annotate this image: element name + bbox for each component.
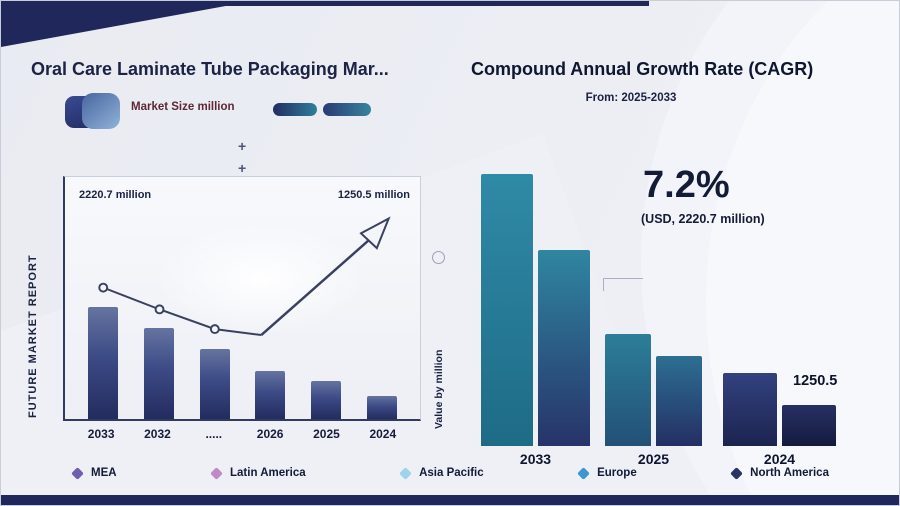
- gradient-pill-icon: [273, 103, 317, 116]
- x-axis-label: 2025: [313, 427, 340, 441]
- market-size-icon-front: [82, 93, 120, 129]
- legend-item: Asia Pacific: [399, 466, 484, 480]
- x-axis-label: 2032: [144, 427, 171, 441]
- left-chart-title: Oral Care Laminate Tube Packaging Mar...: [31, 59, 389, 79]
- legend-label: Europe: [597, 467, 637, 479]
- bottom-accent-bar: [1, 495, 899, 505]
- cagr-bar: [723, 373, 777, 446]
- value-label-2024: 1250.5: [793, 373, 838, 389]
- annotation-2024-value: 1250.5 million: [337, 189, 410, 201]
- left-bars: [65, 307, 420, 419]
- cagr-bar: [605, 334, 651, 446]
- cagr-bar-group: 2033: [481, 168, 590, 467]
- market-size-bar: [199, 349, 230, 419]
- legend-label: North America: [750, 467, 829, 479]
- legend-diamond-icon: [577, 466, 590, 480]
- market-size-chart: 2220.7 million 1250.5 million: [63, 176, 421, 421]
- cagr-bar: [538, 250, 590, 446]
- x-axis-label: 2025: [637, 451, 670, 467]
- legend-diamond-icon: [730, 466, 744, 480]
- cagr-bar: [481, 174, 533, 446]
- cagr-bar: [782, 405, 836, 446]
- annotation-2033-value: 2220.7 million: [79, 189, 152, 201]
- x-axis-label: 2026: [256, 427, 284, 441]
- legend-item: Europe: [577, 466, 637, 480]
- left-x-labels: 2033 2032..... 2026 2025 2024: [63, 427, 421, 441]
- top-accent-bar: [1, 1, 649, 6]
- legend-item: North America: [730, 466, 829, 480]
- market-size-bar: [367, 396, 398, 419]
- cagr-usd-note: (USD, 2220.7 million): [641, 212, 765, 226]
- top-left-wedge: [1, 1, 253, 47]
- step-decoration: [603, 278, 643, 291]
- legend-item: Latin America: [210, 466, 306, 480]
- plus-decoration: +: [238, 138, 247, 154]
- cagr-bar-group: 2024: [723, 168, 836, 467]
- market-size-icon: [65, 93, 123, 131]
- legend-label: MEA: [91, 467, 117, 479]
- x-axis-label: 2033: [87, 427, 115, 441]
- cagr-percentage: 7.2%: [643, 164, 730, 206]
- legend-diamond-icon: [210, 466, 223, 480]
- legend-item: MEA: [71, 466, 117, 480]
- x-axis-label: 2033: [519, 451, 552, 467]
- value-by-million-axis-label: Value by million: [433, 349, 445, 429]
- legend-diamond-icon: [399, 466, 412, 480]
- region-legend: MEA Latin America Asia Pacific Europe North …: [71, 466, 829, 480]
- cagr-subtitle: From: 2025-2033: [585, 92, 677, 104]
- market-size-bar: [143, 328, 174, 419]
- circle-decoration-icon: [432, 251, 445, 264]
- cagr-bar-group: 2025: [605, 168, 702, 467]
- gradient-pill-icon-2: [323, 103, 371, 116]
- plus-decoration-2: +: [238, 160, 247, 176]
- market-size-bar: [311, 381, 342, 419]
- legend-label: Asia Pacific: [419, 467, 484, 479]
- legend-label: Latin America: [230, 467, 306, 479]
- x-axis-label: 2024: [763, 451, 796, 467]
- market-size-bar: [255, 371, 286, 419]
- market-size-bar: [87, 307, 118, 419]
- x-axis-label: .....: [205, 427, 223, 441]
- x-axis-label: 2024: [369, 427, 397, 441]
- legend-diamond-icon: [71, 466, 84, 480]
- future-market-report-label: FUTURE MARKET REPORT: [27, 254, 39, 418]
- cagr-bar: [656, 356, 702, 446]
- cagr-title: Compound Annual Growth Rate (CAGR): [471, 59, 814, 79]
- right-bars: 2033 2025 2024: [471, 159, 871, 467]
- market-size-legend-label: Market Size million: [131, 101, 235, 113]
